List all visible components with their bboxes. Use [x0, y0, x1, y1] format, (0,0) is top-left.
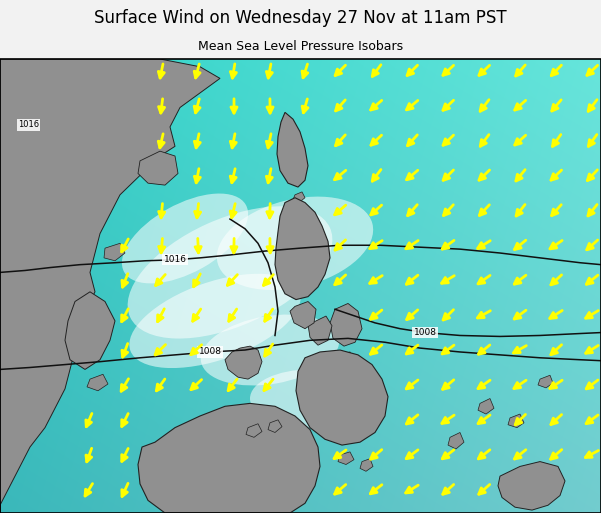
Polygon shape	[138, 403, 320, 513]
Polygon shape	[87, 374, 108, 391]
Polygon shape	[0, 59, 220, 513]
Polygon shape	[508, 414, 524, 428]
Polygon shape	[322, 362, 337, 374]
Polygon shape	[338, 452, 354, 464]
Polygon shape	[246, 424, 262, 437]
Polygon shape	[293, 192, 305, 203]
Polygon shape	[138, 151, 178, 185]
Text: Mean Sea Level Pressure Isobars: Mean Sea Level Pressure Isobars	[198, 40, 403, 52]
Ellipse shape	[217, 196, 373, 290]
Ellipse shape	[201, 314, 339, 385]
Polygon shape	[308, 316, 332, 345]
Polygon shape	[65, 292, 115, 369]
Ellipse shape	[129, 274, 300, 368]
Text: 1016: 1016	[163, 255, 186, 264]
Polygon shape	[275, 198, 330, 300]
Polygon shape	[277, 112, 308, 187]
Polygon shape	[498, 462, 565, 510]
Text: 1016: 1016	[18, 121, 39, 129]
Ellipse shape	[250, 369, 370, 428]
Polygon shape	[338, 352, 354, 366]
Text: Surface Wind on Wednesday 27 Nov at 11am PST: Surface Wind on Wednesday 27 Nov at 11am…	[94, 9, 507, 27]
Polygon shape	[448, 432, 464, 449]
Polygon shape	[330, 304, 362, 346]
Ellipse shape	[122, 193, 248, 283]
Text: 1008: 1008	[198, 347, 222, 357]
Polygon shape	[268, 420, 282, 432]
Polygon shape	[538, 375, 553, 388]
Polygon shape	[225, 346, 262, 379]
Polygon shape	[290, 302, 316, 329]
Text: 1008: 1008	[413, 328, 436, 337]
Polygon shape	[478, 399, 494, 414]
Ellipse shape	[127, 206, 332, 339]
Polygon shape	[296, 350, 388, 445]
Polygon shape	[360, 459, 373, 471]
Polygon shape	[104, 243, 125, 261]
